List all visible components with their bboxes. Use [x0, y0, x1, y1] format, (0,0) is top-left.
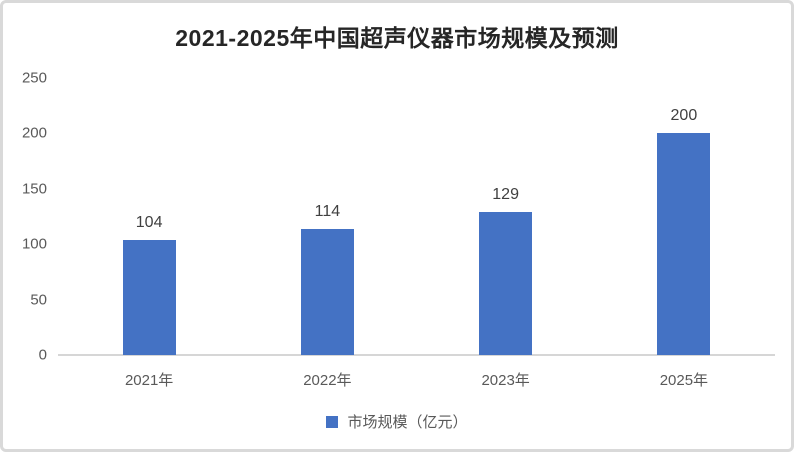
legend-swatch-icon	[326, 415, 339, 428]
x-tick-label: 2021年	[124, 372, 174, 389]
plot-area: 0 50 100 150 200 250 104 2021年 114 2022年 129 2023年 2…	[22, 71, 775, 389]
bar	[657, 133, 711, 355]
bar-value-label: 114	[314, 202, 341, 220]
chart-title: 2021-2025年中国超声仪器市场规模及预测	[175, 25, 619, 51]
x-axis-line	[58, 354, 775, 356]
legend-label: 市场规模（亿元）	[347, 414, 468, 431]
y-tick-label: 100	[21, 235, 47, 253]
x-tick-label: 2022年	[303, 372, 352, 389]
y-tick-label: 50	[30, 291, 47, 309]
y-tick-label: 200	[21, 124, 47, 142]
x-tick-label: 2025年	[659, 372, 709, 389]
bar-value-label: 129	[492, 186, 519, 204]
bar-value-label: 104	[135, 213, 163, 231]
y-tick-label: 150	[21, 180, 47, 198]
bar	[300, 228, 354, 355]
bar	[479, 212, 533, 355]
legend: 市场规模（亿元）	[3, 411, 791, 432]
bar	[122, 239, 176, 355]
bar-value-label: 200	[670, 107, 698, 125]
y-tick-label: 250	[21, 69, 47, 87]
x-tick-label: 2023年	[481, 372, 530, 389]
y-tick-label: 0	[38, 346, 47, 364]
